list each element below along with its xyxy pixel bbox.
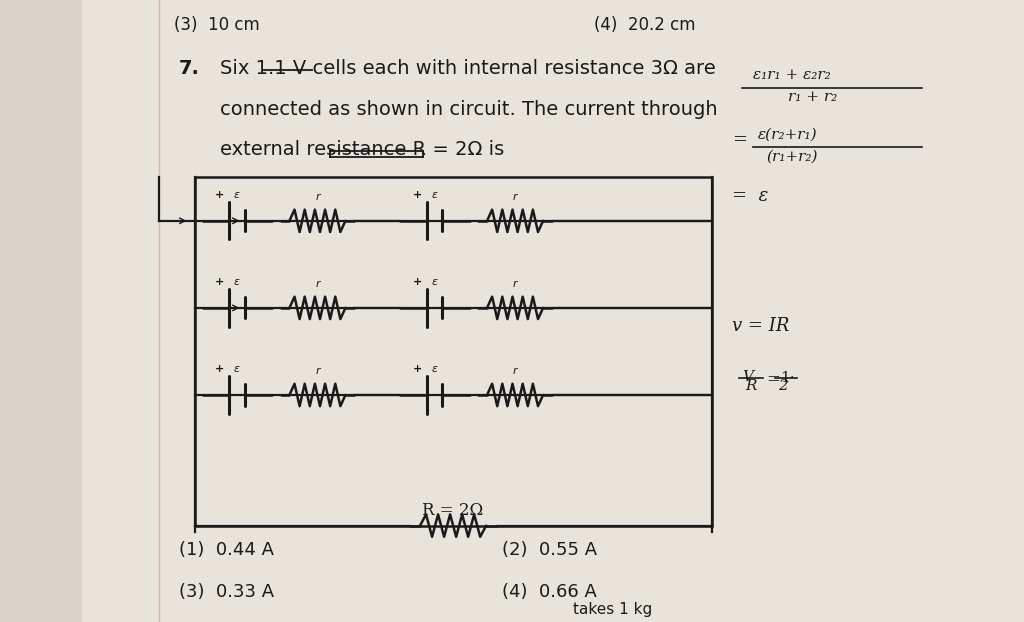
Text: (1)  0.44 A: (1) 0.44 A — [179, 541, 274, 559]
Text: r: r — [315, 192, 319, 202]
Text: Six 1.1 V cells each with internal resistance 3Ω are: Six 1.1 V cells each with internal resis… — [220, 59, 716, 78]
Text: (r₁+r₂): (r₁+r₂) — [766, 149, 817, 164]
Text: ε: ε — [431, 364, 437, 374]
Text: 1·: 1· — [780, 371, 795, 386]
Text: =  ε: = ε — [732, 187, 768, 205]
Text: r: r — [315, 366, 319, 376]
Text: V: V — [742, 370, 754, 384]
Text: (4)  20.2 cm: (4) 20.2 cm — [594, 16, 695, 34]
Text: r: r — [513, 366, 517, 376]
Text: +: + — [215, 277, 224, 287]
Text: r: r — [513, 279, 517, 289]
Text: +: + — [215, 190, 224, 200]
Text: ε₁r₁ + ε₂r₂: ε₁r₁ + ε₂r₂ — [753, 68, 830, 83]
Text: (4)  0.66 A: (4) 0.66 A — [502, 583, 597, 601]
Text: r: r — [315, 279, 319, 289]
Text: ε: ε — [431, 190, 437, 200]
Text: 7.: 7. — [179, 59, 200, 78]
Text: r₁ + r₂: r₁ + r₂ — [788, 90, 838, 104]
Text: connected as shown in circuit. The current through: connected as shown in circuit. The curre… — [220, 100, 718, 119]
Text: +: + — [413, 277, 422, 287]
Text: (3)  0.33 A: (3) 0.33 A — [179, 583, 274, 601]
Text: v = IR: v = IR — [732, 317, 790, 335]
Text: +: + — [413, 364, 422, 374]
Text: external resistance R = 2Ω is: external resistance R = 2Ω is — [220, 140, 505, 159]
Text: ε(r₂+r₁): ε(r₂+r₁) — [758, 128, 817, 142]
Text: ε: ε — [233, 364, 240, 374]
Text: r: r — [513, 192, 517, 202]
Text: ε: ε — [233, 277, 240, 287]
Text: +: + — [413, 190, 422, 200]
Text: (2)  0.55 A: (2) 0.55 A — [502, 541, 597, 559]
Text: =: = — [766, 371, 780, 388]
Text: 2: 2 — [778, 379, 788, 394]
Text: takes 1 kg: takes 1 kg — [573, 602, 652, 617]
Text: R = 2Ω: R = 2Ω — [423, 503, 483, 519]
Text: =: = — [732, 131, 748, 149]
FancyBboxPatch shape — [82, 0, 1024, 622]
Text: ε: ε — [431, 277, 437, 287]
Bar — [195, 177, 712, 526]
Text: (3)  10 cm: (3) 10 cm — [174, 16, 260, 34]
Text: +: + — [215, 364, 224, 374]
Text: R: R — [745, 379, 757, 394]
Text: ε: ε — [233, 190, 240, 200]
